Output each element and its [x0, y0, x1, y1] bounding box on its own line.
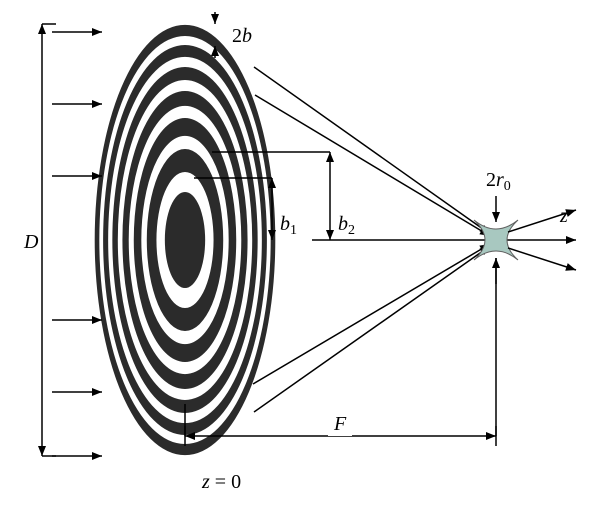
b1-label: b1 [280, 213, 297, 238]
z0-label: z = 0 [201, 471, 241, 493]
F-label: F [333, 413, 347, 435]
zone-plate [95, 25, 276, 455]
b2-label: b2 [338, 213, 355, 238]
D-label: D [23, 231, 39, 253]
diameter-bracket [42, 24, 56, 456]
z-label: z [559, 205, 568, 227]
two-b-label: 2b [232, 25, 252, 47]
r0-label: 2r0 [486, 169, 511, 194]
